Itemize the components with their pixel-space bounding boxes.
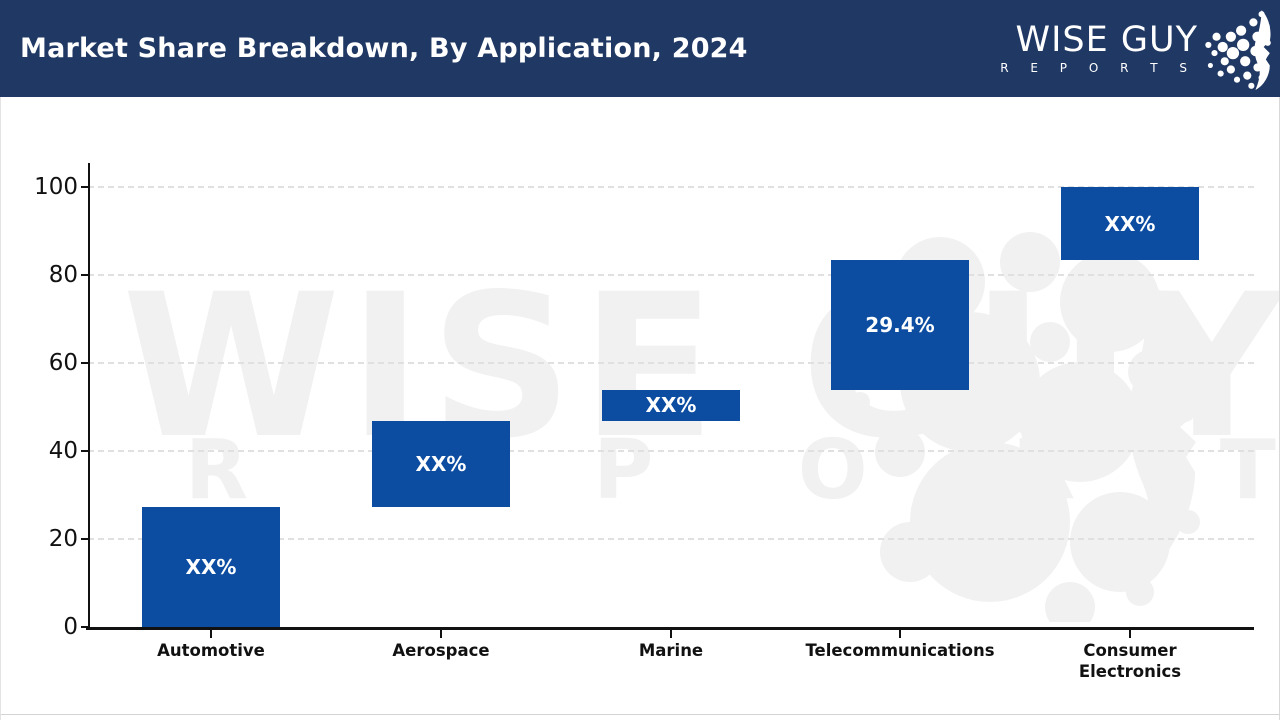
page-title: Market Share Breakdown, By Application, … — [20, 33, 748, 64]
y-axis-tick — [81, 538, 89, 540]
bar-value-label: XX% — [415, 451, 467, 476]
header: Market Share Breakdown, By Application, … — [0, 0, 1280, 97]
x-axis-line — [86, 627, 1254, 630]
left-edge-divider — [0, 97, 1, 720]
y-axis-tick — [81, 274, 89, 276]
y-axis-line — [88, 163, 90, 630]
gridline — [88, 274, 1254, 276]
bar-segment: XX% — [1061, 187, 1199, 261]
y-tick-label: 40 — [48, 438, 78, 464]
y-tick-label: 0 — [63, 614, 78, 640]
x-category-label: Automotive — [157, 641, 265, 660]
gridline — [88, 362, 1254, 364]
brand-logo-text: WISE GUY R E P O R T S — [1000, 20, 1198, 75]
bottom-divider — [0, 714, 1280, 715]
y-tick-label: 60 — [48, 350, 78, 376]
y-axis-tick — [81, 450, 89, 452]
bar-segment: 29.4% — [831, 260, 969, 390]
x-axis-tick — [899, 630, 901, 638]
brand-logo: WISE GUY R E P O R T S — [1000, 6, 1272, 92]
bar-segment: XX% — [142, 506, 280, 627]
bar-value-label: XX% — [1104, 211, 1156, 236]
logo-wordmark: WISE GUY — [1015, 20, 1198, 60]
y-tick-label: 20 — [48, 526, 78, 552]
x-axis-tick — [440, 630, 442, 638]
y-tick-label: 80 — [48, 262, 78, 288]
gridline — [88, 538, 1254, 540]
y-axis-tick — [81, 362, 89, 364]
y-axis-tick — [81, 626, 89, 628]
bar-segment: XX% — [372, 420, 510, 507]
x-axis-tick — [1129, 630, 1131, 638]
gridline — [88, 450, 1254, 452]
watermark-wordmark: WISE GUY — [122, 251, 1280, 482]
x-category-label: Consumer Electronics — [1078, 641, 1182, 681]
x-axis-tick — [670, 630, 672, 638]
bar-value-label: XX% — [185, 554, 237, 579]
watermark-subtext: R E P O R T S — [185, 423, 1280, 518]
gridline — [88, 186, 1254, 188]
dotted-face-profile-icon — [1205, 9, 1271, 90]
y-axis-tick — [81, 186, 89, 188]
x-axis-tick — [210, 630, 212, 638]
bar-value-label: 29.4% — [865, 313, 935, 338]
bar-value-label: XX% — [645, 393, 697, 418]
x-category-label: Aerospace — [392, 641, 490, 660]
y-tick-label: 100 — [34, 174, 78, 200]
bar-segment: XX% — [602, 389, 740, 421]
x-category-label: Marine — [638, 641, 704, 660]
logo-subtext: R E P O R T S — [1000, 61, 1196, 75]
x-category-label: Telecommunications — [805, 641, 995, 660]
